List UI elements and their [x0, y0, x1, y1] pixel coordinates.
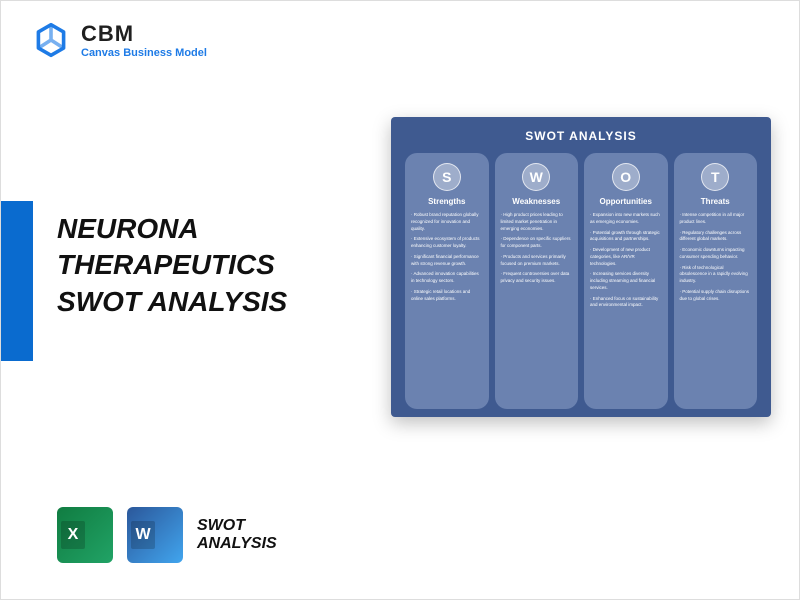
title-line-3: SWOT ANALYSIS — [57, 284, 287, 320]
swot-point: · Development of new product categories,… — [590, 247, 662, 267]
swot-letter-icon: W — [522, 163, 550, 191]
swot-letter-icon: T — [701, 163, 729, 191]
swot-letter-icon: O — [612, 163, 640, 191]
excel-icon: X — [57, 507, 113, 563]
swot-points: · Expansion into new markets such as eme… — [590, 212, 662, 313]
footer-line-1: SWOT — [197, 517, 277, 535]
brand-name: CBM — [81, 21, 207, 47]
swot-point: · Robust brand reputation globally recog… — [411, 212, 483, 232]
swot-col-strengths: S Strengths · Robust brand reputation glob… — [405, 153, 489, 409]
page-title: NEURONA THERAPEUTICS SWOT ANALYSIS — [57, 211, 287, 320]
swot-point: · Dependence on specific suppliers for c… — [501, 236, 573, 250]
swot-point: · Intense competition in all major produ… — [680, 212, 752, 226]
swot-point: · Products and services primarily focuse… — [501, 254, 573, 268]
brand-tagline: Canvas Business Model — [81, 47, 207, 59]
brand-text: CBM Canvas Business Model — [81, 21, 207, 59]
swot-point: · Potential growth through strategic acq… — [590, 230, 662, 244]
swot-point: · Expansion into new markets such as eme… — [590, 212, 662, 226]
swot-col-title: Opportunities — [590, 197, 662, 206]
swot-point: · Potential supply chain disruptions due… — [680, 289, 752, 303]
footer-line-2: ANALYSIS — [197, 535, 277, 553]
preview-title: SWOT ANALYSIS — [405, 129, 757, 143]
swot-columns: S Strengths · Robust brand reputation glob… — [405, 153, 757, 409]
header: CBM Canvas Business Model — [1, 1, 799, 79]
title-line-1: NEURONA — [57, 211, 287, 247]
swot-point: · Frequent controversies over data priva… — [501, 271, 573, 285]
cbm-logo-icon — [33, 22, 69, 58]
swot-col-opportunities: O Opportunities · Expansion into new marke… — [584, 153, 668, 409]
swot-letter-icon: S — [433, 163, 461, 191]
swot-col-title: Weaknesses — [501, 197, 573, 206]
accent-bar — [1, 201, 33, 361]
swot-col-threats: T Threats · Intense competition in all maj… — [674, 153, 758, 409]
swot-points: · Robust brand reputation globally recog… — [411, 212, 483, 306]
title-line-2: THERAPEUTICS — [57, 247, 287, 283]
swot-preview: SWOT ANALYSIS S Strengths · Robust brand r… — [391, 117, 771, 417]
swot-point: · Advanced innovation capabilities in te… — [411, 271, 483, 285]
swot-col-title: Threats — [680, 197, 752, 206]
swot-point: · Regulatory challenges across different… — [680, 230, 752, 244]
swot-col-title: Strengths — [411, 197, 483, 206]
swot-point: · Significant financial performance with… — [411, 254, 483, 268]
excel-letter: X — [61, 521, 85, 549]
swot-point: · Enhanced focus on sustainability and e… — [590, 296, 662, 310]
swot-point: · Economic downturns impacting consumer … — [680, 247, 752, 261]
card: CBM Canvas Business Model NEURONA THERAP… — [0, 0, 800, 600]
footer-label: SWOT ANALYSIS — [197, 517, 277, 552]
footer: X W SWOT ANALYSIS — [57, 507, 277, 563]
swot-points: · Intense competition in all major produ… — [680, 212, 752, 306]
swot-point: · Strategic retail locations and online … — [411, 289, 483, 303]
word-letter: W — [131, 521, 155, 549]
swot-point: · High product prices leading to limited… — [501, 212, 573, 232]
swot-point: · Risk of technological obsolescence in … — [680, 265, 752, 285]
swot-points: · High product prices leading to limited… — [501, 212, 573, 289]
swot-col-weaknesses: W Weaknesses · High product prices leading… — [495, 153, 579, 409]
swot-point: · Extensive ecosystem of products enhanc… — [411, 236, 483, 250]
word-icon: W — [127, 507, 183, 563]
swot-point: · Increasing services diversity includin… — [590, 271, 662, 291]
